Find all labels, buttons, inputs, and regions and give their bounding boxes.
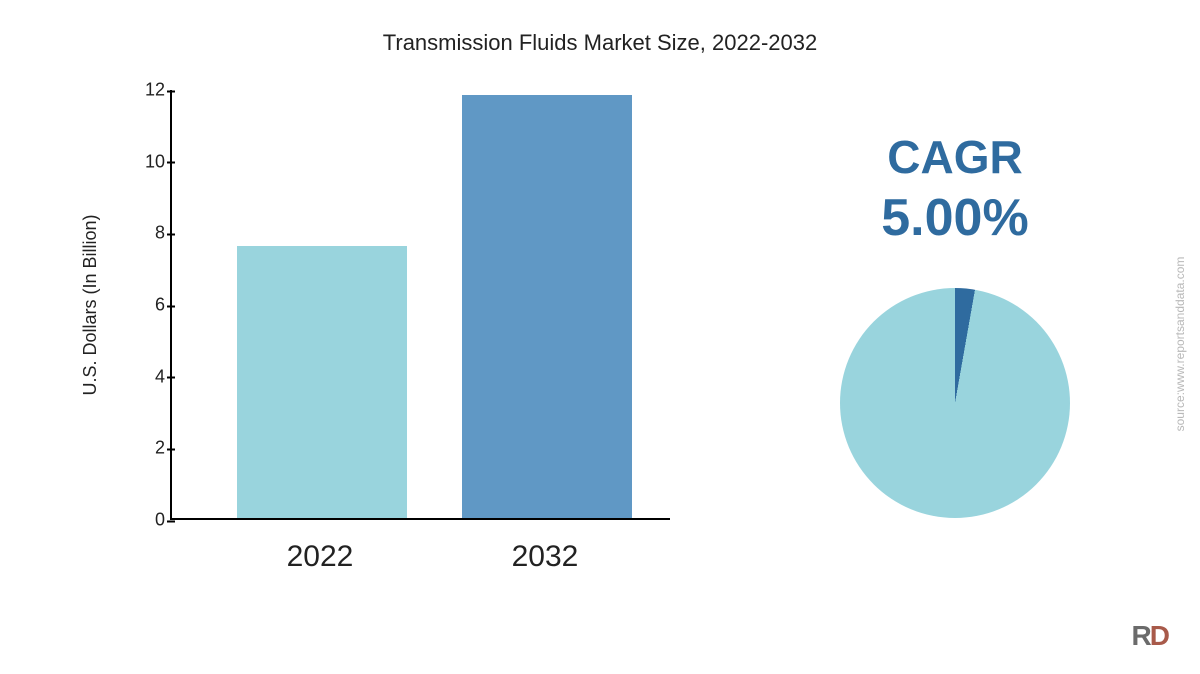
y-tick: 10: [110, 151, 165, 172]
x-label-2022: 2022: [235, 540, 405, 574]
logo-d: D: [1150, 620, 1168, 651]
cagr-label: CAGR: [790, 130, 1120, 184]
chart-title: Transmission Fluids Market Size, 2022-20…: [0, 30, 1200, 56]
cagr-value: 5.00%: [790, 188, 1120, 248]
cagr-panel: CAGR 5.00%: [790, 130, 1120, 518]
y-tick: 12: [110, 80, 165, 101]
y-tick: 0: [110, 510, 165, 531]
logo-r: R: [1132, 620, 1150, 651]
logo: RD: [1132, 620, 1168, 652]
y-tick: 2: [110, 438, 165, 459]
pie-chart: [840, 288, 1070, 518]
y-tick: 4: [110, 366, 165, 387]
y-tick: 8: [110, 223, 165, 244]
plot-region: [170, 90, 670, 520]
y-tick: 6: [110, 295, 165, 316]
x-label-2032: 2032: [460, 540, 630, 574]
bar-2022: [237, 246, 407, 518]
y-axis-label: U.S. Dollars (In Billion): [80, 214, 101, 395]
bar-chart-area: U.S. Dollars (In Billion) 024681012 2022…: [110, 90, 670, 540]
source-text: source:www.reportsanddata.com: [1173, 257, 1187, 432]
bar-2032: [462, 95, 632, 518]
